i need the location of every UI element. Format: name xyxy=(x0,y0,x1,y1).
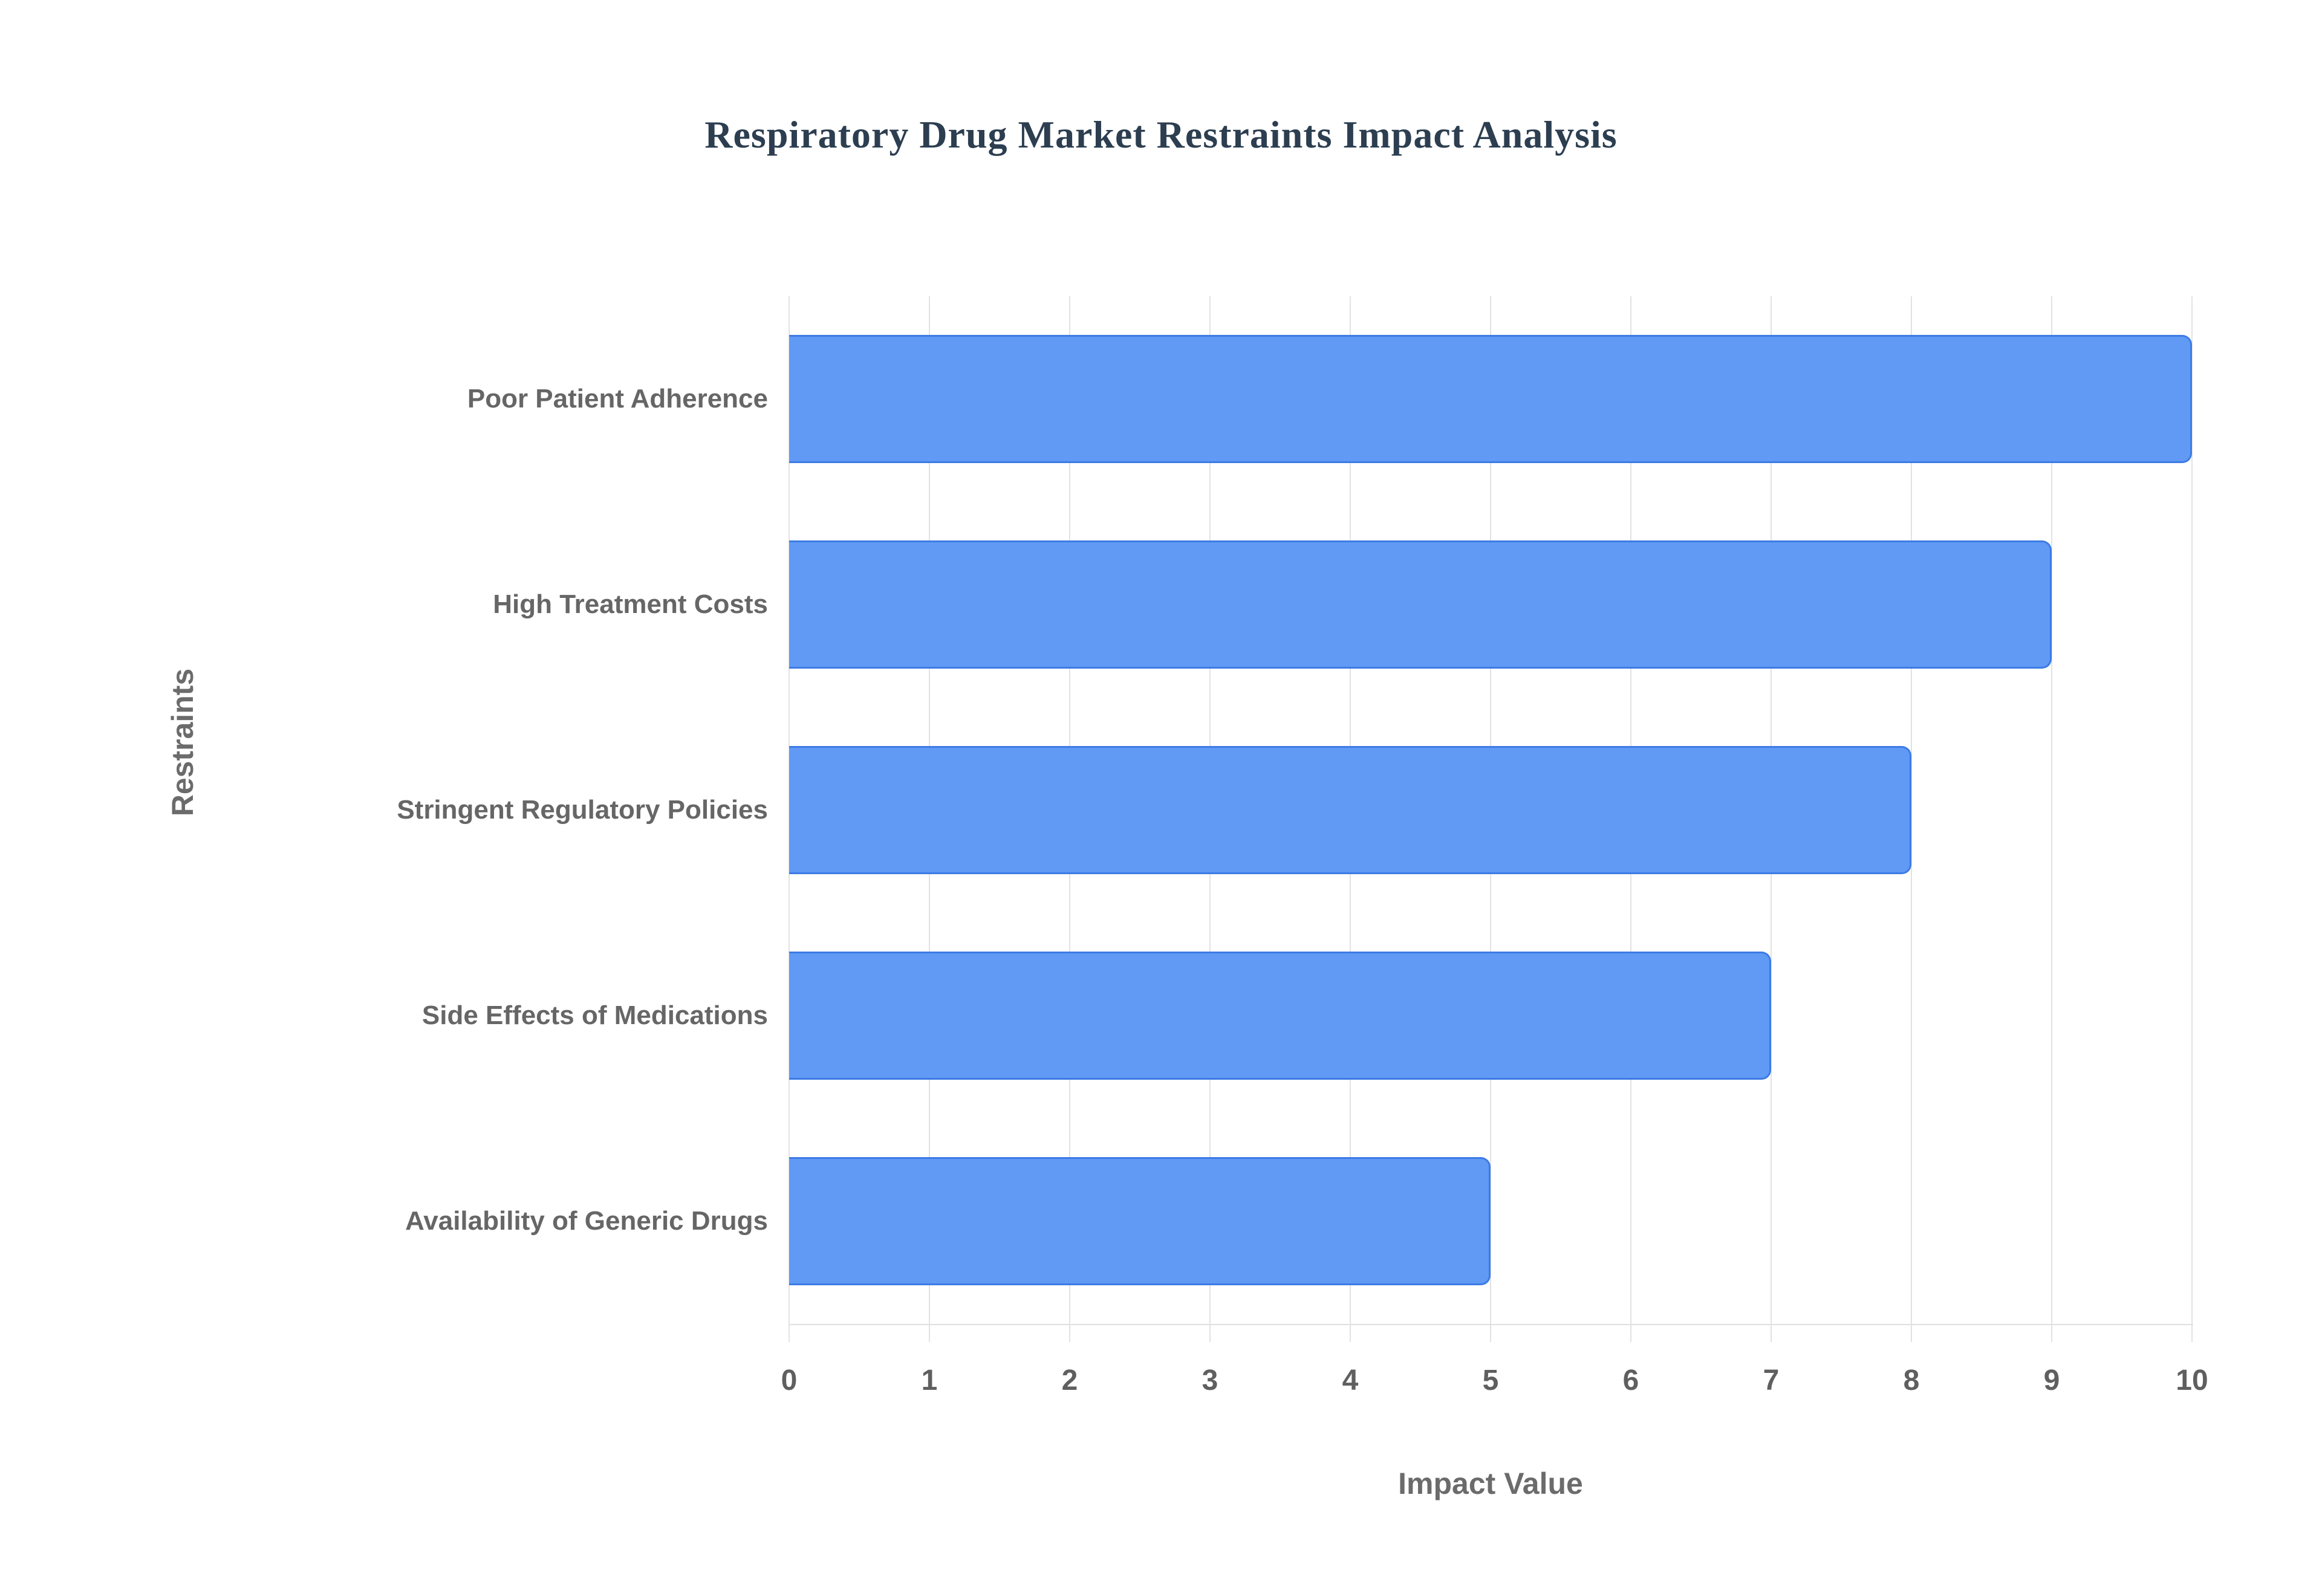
bar[interactable] xyxy=(789,335,2192,463)
x-axis-baseline xyxy=(789,1324,2193,1325)
x-tick-label: 9 xyxy=(2043,1364,2060,1396)
bar[interactable] xyxy=(789,746,1911,874)
x-tick-label: 10 xyxy=(2176,1364,2208,1396)
bar[interactable] xyxy=(789,540,2052,669)
x-tick-label: 1 xyxy=(921,1364,938,1396)
x-tick-label: 4 xyxy=(1342,1364,1359,1396)
x-axis-title: Impact Value xyxy=(1398,1467,1583,1500)
gridline xyxy=(2191,296,2193,1342)
x-tick-label: 2 xyxy=(1061,1364,1078,1396)
plot-area xyxy=(789,296,2193,1342)
category-label: High Treatment Costs xyxy=(493,589,768,619)
category-axis-labels: Poor Patient Adherence High Treatment Cos… xyxy=(0,296,768,1324)
bar[interactable] xyxy=(789,952,1771,1080)
gridline xyxy=(1911,296,1912,1342)
category-label: Availability of Generic Drugs xyxy=(405,1206,768,1236)
x-tick-label: 0 xyxy=(781,1364,798,1396)
x-tick-label: 5 xyxy=(1482,1364,1499,1396)
x-tick-label: 3 xyxy=(1202,1364,1218,1396)
category-label: Side Effects of Medications xyxy=(421,1001,768,1030)
x-axis-ticks: 0 1 2 3 4 5 6 7 8 9 10 xyxy=(781,1364,2208,1406)
x-tick-label: 6 xyxy=(1622,1364,1639,1396)
bar[interactable] xyxy=(789,1157,1491,1285)
gridline xyxy=(2051,296,2052,1342)
chart-title: Respiratory Drug Market Restraints Impac… xyxy=(704,113,1618,156)
x-tick-label: 7 xyxy=(1763,1364,1780,1396)
category-label: Poor Patient Adherence xyxy=(467,384,768,414)
x-tick-label: 8 xyxy=(1903,1364,1920,1396)
category-label: Stringent Regulatory Policies xyxy=(397,795,768,825)
